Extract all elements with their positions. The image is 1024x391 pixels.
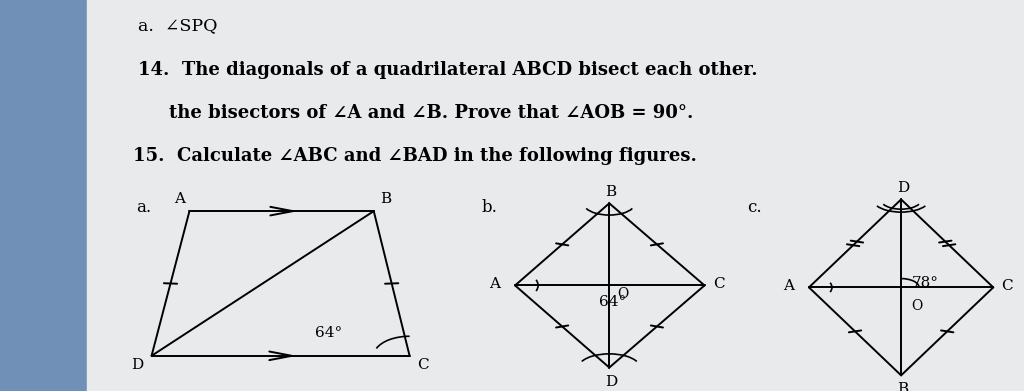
Text: A: A <box>783 279 795 293</box>
Text: a.  ∠SPQ: a. ∠SPQ <box>138 18 218 34</box>
Text: B: B <box>380 192 391 206</box>
Text: c.: c. <box>748 199 762 216</box>
Text: C: C <box>713 277 724 291</box>
Text: the bisectors of ∠A and ∠B. Prove that ∠AOB = 90°.: the bisectors of ∠A and ∠B. Prove that ∠… <box>169 104 693 122</box>
Text: 15.  Calculate ∠ABC and ∠BAD in the following figures.: 15. Calculate ∠ABC and ∠BAD in the follo… <box>133 147 697 165</box>
Text: 14.  The diagonals of a quadrilateral ABCD bisect each other.: 14. The diagonals of a quadrilateral ABC… <box>138 61 758 79</box>
Text: D: D <box>897 181 909 195</box>
Text: D: D <box>605 375 617 389</box>
Bar <box>0 0 87 391</box>
Text: A: A <box>489 277 501 291</box>
Text: O: O <box>911 299 923 313</box>
Text: b.: b. <box>481 199 498 216</box>
Text: A: A <box>174 192 185 206</box>
Text: C: C <box>417 358 428 372</box>
Text: C: C <box>1001 279 1013 293</box>
Text: O: O <box>617 287 629 301</box>
Text: 64°: 64° <box>599 295 627 309</box>
Text: 64°: 64° <box>315 326 343 341</box>
Text: a.: a. <box>136 199 152 216</box>
Text: B: B <box>897 382 908 391</box>
Text: D: D <box>131 358 143 372</box>
Text: B: B <box>605 185 616 199</box>
Text: 78°: 78° <box>911 276 938 291</box>
